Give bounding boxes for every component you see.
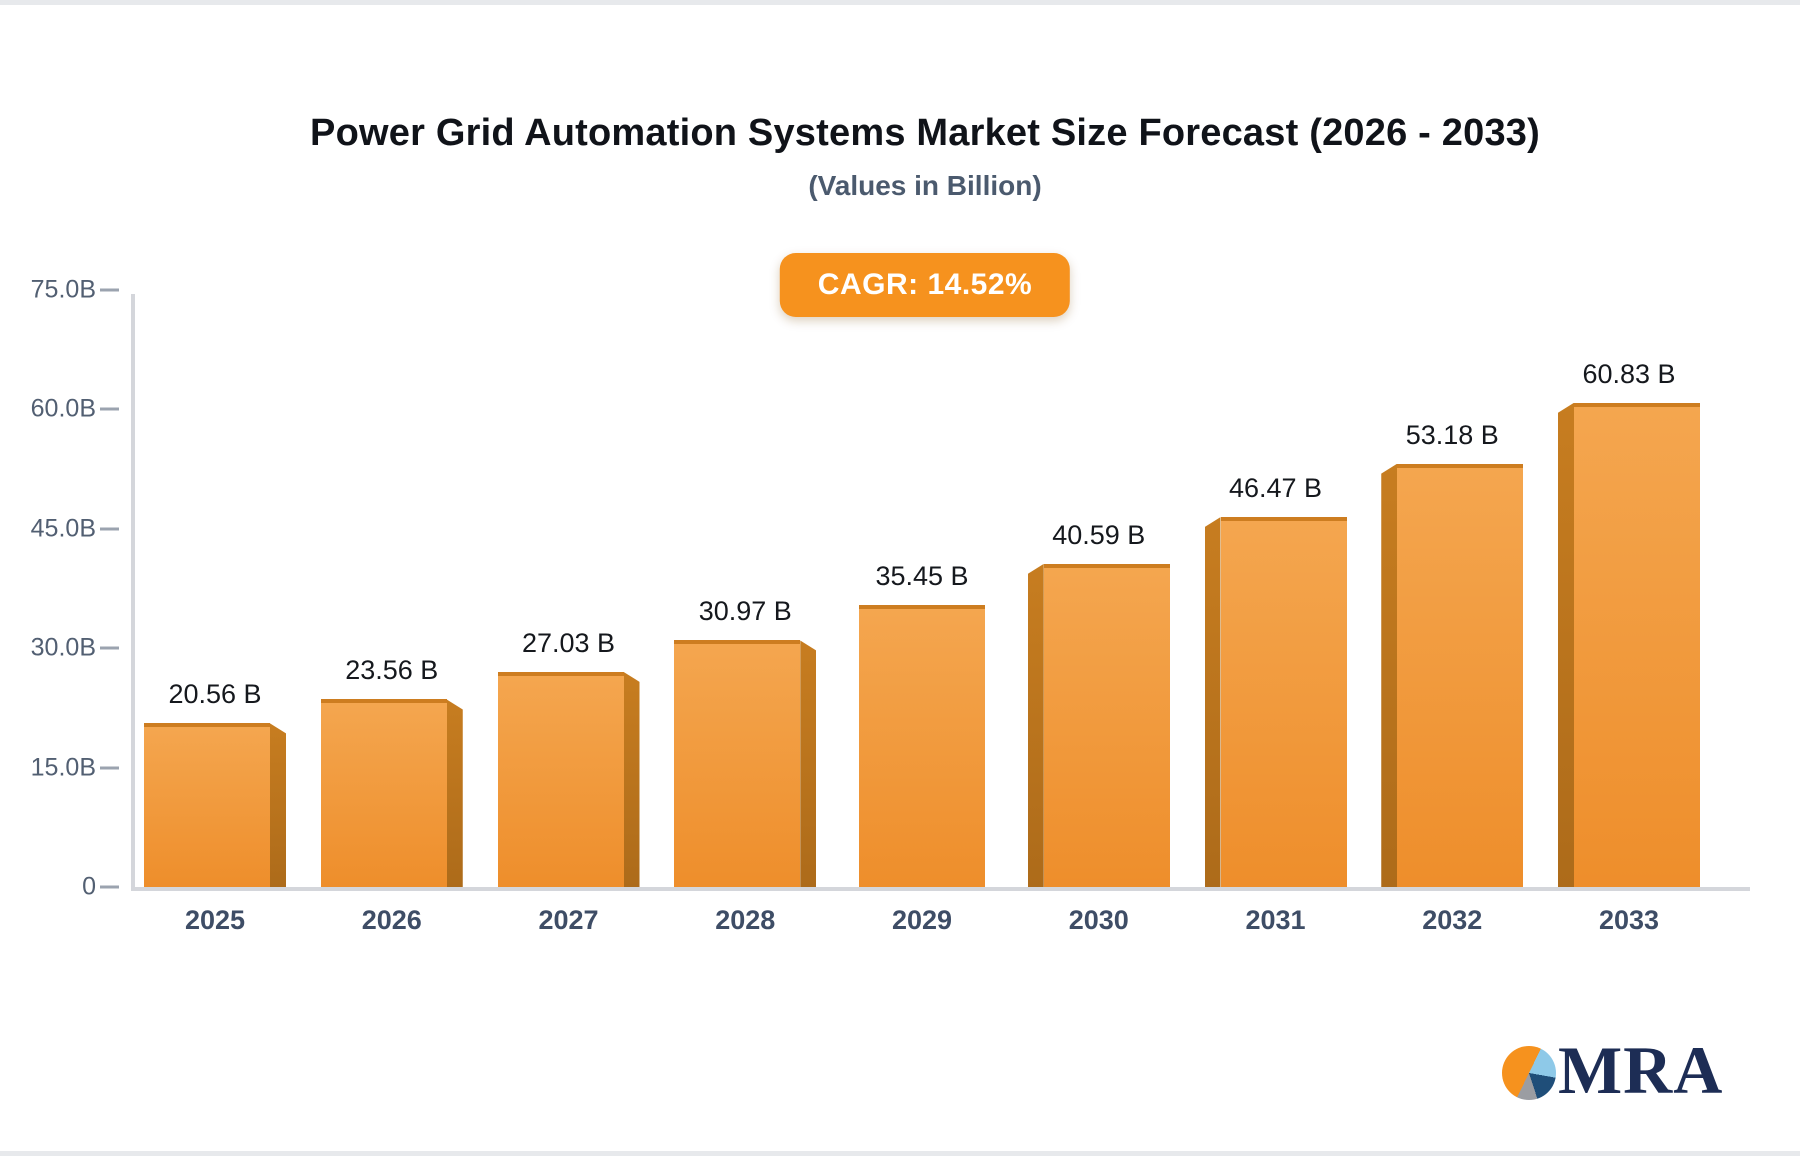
- bar-value-label: 46.47 B: [1228, 473, 1323, 504]
- chart-title: Power Grid Automation Systems Market Siz…: [310, 112, 1540, 154]
- bar-value-label: 27.03 B: [521, 627, 616, 658]
- x-axis-year-label: 2029: [891, 905, 953, 935]
- top-edge-divider: [0, 0, 1800, 5]
- x-axis-year-label: 2026: [361, 905, 422, 935]
- bar-value-label: 53.18 B: [1405, 419, 1499, 450]
- bar-value-label: 60.83 B: [1582, 358, 1676, 389]
- x-axis-line: [131, 887, 1750, 891]
- bottom-edge-divider: [0, 1151, 1800, 1156]
- x-axis-year-label: 2025: [184, 905, 246, 935]
- bar: [1220, 517, 1347, 887]
- y-axis-tick-label: 30.0B: [30, 633, 96, 662]
- bar: [1397, 463, 1524, 887]
- bar: [674, 640, 801, 887]
- bar-3d-side: [1204, 517, 1221, 887]
- pie-chart-logo-icon: [1502, 1046, 1556, 1100]
- bar-value-label: 35.45 B: [875, 560, 969, 591]
- y-axis-tick-mark: [100, 766, 119, 770]
- bar-value-label: 30.97 B: [698, 596, 792, 627]
- x-axis-year-label: 2028: [715, 905, 776, 935]
- bar-3d-side: [1027, 563, 1044, 887]
- y-axis-tick-label: 60.0B: [30, 394, 96, 423]
- brand-logo-text: MRA: [1558, 1032, 1724, 1108]
- bar-3d-side: [1381, 463, 1398, 887]
- cagr-badge: CAGR: 14.52%: [779, 253, 1071, 317]
- x-axis-year-label: 2033: [1598, 905, 1660, 935]
- y-axis-tick-label: 75.0B: [30, 275, 96, 304]
- bar-3d-side: [270, 723, 286, 887]
- y-axis-tick-label: 15.0B: [30, 753, 96, 782]
- y-axis-tick-mark: [100, 407, 119, 411]
- bar: [144, 723, 270, 887]
- y-axis-tick-mark: [100, 885, 119, 889]
- bar: [1574, 402, 1700, 887]
- x-axis-year-label: 2027: [538, 905, 599, 935]
- bar-3d-side: [800, 640, 817, 887]
- y-axis-line: [131, 294, 135, 891]
- chart-subtitle: (Values in Billion): [808, 170, 1042, 201]
- y-axis-tick-label: 0: [82, 872, 96, 901]
- bar: [320, 699, 447, 887]
- bar-3d-side: [623, 671, 640, 887]
- bar: [859, 604, 985, 887]
- y-axis-tick-mark: [100, 288, 119, 292]
- bar-value-label: 23.56 B: [345, 655, 439, 686]
- bar-value-label: 20.56 B: [168, 679, 262, 710]
- bar: [1043, 563, 1170, 887]
- x-axis-year-label: 2030: [1068, 905, 1129, 935]
- y-axis-tick-mark: [100, 527, 119, 531]
- x-axis-year-label: 2031: [1245, 905, 1306, 935]
- bar-value-label: 40.59 B: [1052, 519, 1146, 550]
- y-axis-tick-label: 45.0B: [30, 514, 96, 543]
- bar: [497, 671, 624, 887]
- brand-logo: MRA: [1502, 1036, 1723, 1104]
- bar-3d-side: [446, 699, 463, 887]
- x-axis-year-label: 2032: [1422, 905, 1483, 935]
- bar-3d-side: [1558, 402, 1574, 887]
- y-axis-tick-mark: [100, 646, 119, 650]
